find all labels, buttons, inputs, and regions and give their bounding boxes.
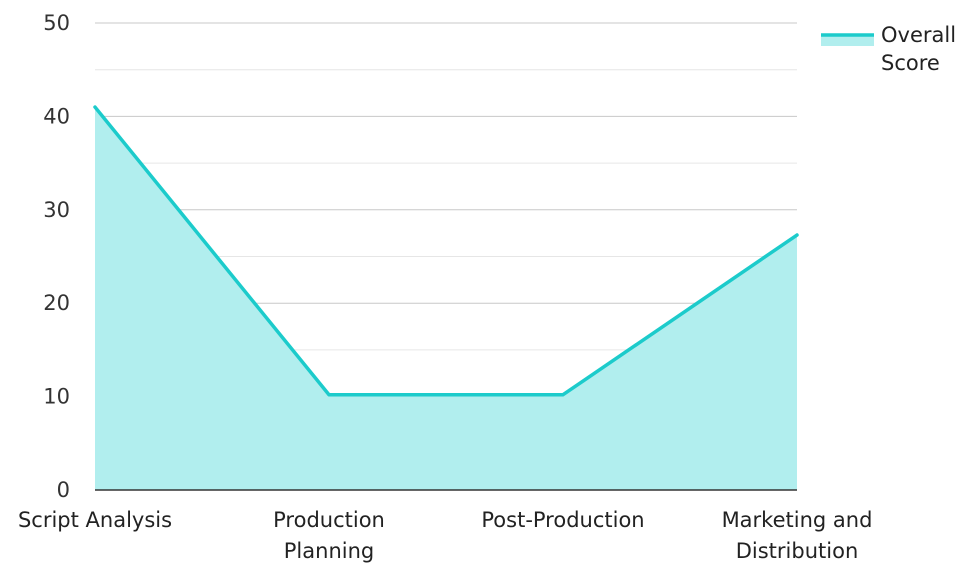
y-axis-tick-labels: 0 10 20 30 40 50 bbox=[43, 11, 70, 502]
data-point-2 bbox=[561, 393, 565, 397]
data-point-3 bbox=[795, 233, 799, 237]
y-tick-label: 20 bbox=[43, 291, 70, 315]
series-area-fill bbox=[95, 107, 797, 490]
legend: Overall Score bbox=[821, 23, 956, 75]
legend-swatch-fill bbox=[821, 35, 874, 46]
y-tick-label: 0 bbox=[57, 478, 70, 502]
y-tick-label: 30 bbox=[43, 198, 70, 222]
y-tick-label: 40 bbox=[43, 104, 70, 128]
data-point-1 bbox=[327, 393, 331, 397]
x-category-label: Post-Production bbox=[481, 508, 644, 532]
legend-label: Overall Score bbox=[881, 23, 956, 75]
x-category-label: Production Planning bbox=[273, 508, 385, 563]
series-line bbox=[93, 105, 799, 397]
series-area bbox=[95, 107, 797, 490]
series-line-path bbox=[93, 105, 799, 397]
x-category-label: Script Analysis bbox=[18, 508, 172, 532]
x-category-label: Marketing and Distribution bbox=[722, 508, 873, 563]
y-tick-label: 50 bbox=[43, 11, 70, 35]
y-tick-label: 10 bbox=[43, 385, 70, 409]
data-point-0 bbox=[93, 105, 97, 109]
x-axis-category-labels: Script Analysis Production Planning Post-Pr… bbox=[18, 508, 872, 563]
